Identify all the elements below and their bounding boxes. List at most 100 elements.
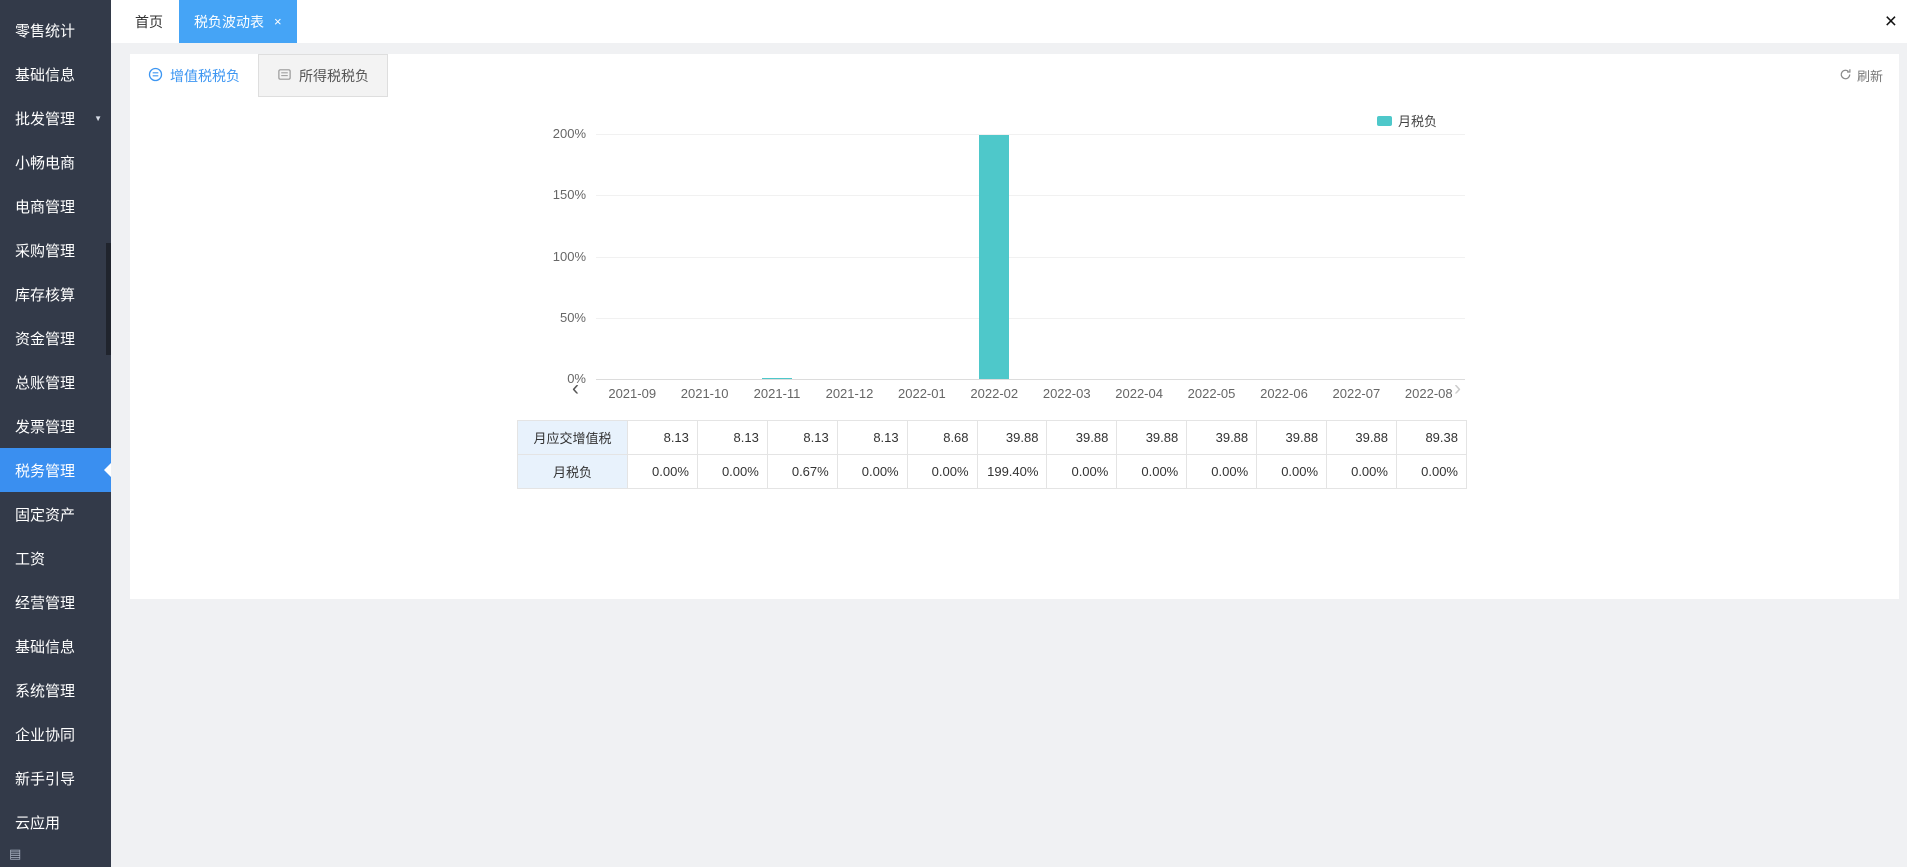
x-axis-tick: 2021-12 <box>825 386 874 401</box>
sidebar-item-label: 电商管理 <box>15 198 76 216</box>
table-cell: 39.88 <box>1256 420 1328 455</box>
sidebar-collapse-icon[interactable]: ▤ <box>9 846 22 861</box>
sidebar-item-label: 发票管理 <box>15 418 76 436</box>
chevron-down-icon: ▼ <box>94 113 102 123</box>
sidebar-scrollbar[interactable] <box>106 0 111 867</box>
sidebar: 零售统计 基础信息 批发管理 ▼ 小畅电商 电商管理 采购管理 库存核算 资金管理 总账管理 发票管… <box>0 0 111 867</box>
chart-prev-icon[interactable]: ‹ <box>572 377 579 400</box>
refresh-icon <box>1839 68 1852 84</box>
tab-home[interactable]: 首页 <box>135 13 163 30</box>
table-cell: 0.00% <box>906 454 978 489</box>
sidebar-item-label: 系统管理 <box>15 682 76 700</box>
y-axis-tick: 200% <box>552 126 586 141</box>
table-cell: 8.13 <box>696 420 768 455</box>
chart-plot: 0% 50% 100% 150% 200% <box>553 126 1465 386</box>
table-cell: 0.00% <box>1326 454 1397 489</box>
gridline <box>596 195 1465 197</box>
content-tab-bar: 增值税税负 所得税税负 刷新 <box>130 54 1899 97</box>
document-icon <box>277 67 292 85</box>
sidebar-item-label: 经营管理 <box>15 594 76 612</box>
x-axis-tick: 2022-06 <box>1260 386 1308 401</box>
table-cell: 0.00% <box>1116 454 1188 489</box>
legend-label: 月税负 <box>1398 114 1438 129</box>
sidebar-item[interactable]: 批发管理 ▼ <box>0 96 111 140</box>
table-cell: 8.13 <box>627 420 698 455</box>
refresh-button[interactable]: 刷新 <box>1839 54 1899 97</box>
sidebar-item-label: 总账管理 <box>15 374 76 392</box>
sidebar-item-label: 新手引导 <box>15 770 76 788</box>
refresh-label: 刷新 <box>1856 69 1883 84</box>
table-cell: 0.00% <box>1046 454 1118 489</box>
y-axis-tick: 50% <box>559 309 586 325</box>
tab-current-label: 税负波动表 <box>194 13 264 30</box>
sidebar-item-label: 工资 <box>15 550 46 568</box>
sidebar-item[interactable]: 工资 <box>0 536 111 580</box>
x-axis-tick: 2022-05 <box>1187 386 1236 401</box>
x-axis-tick: 2022-01 <box>898 386 946 401</box>
tab-label: 所得税税负 <box>299 67 369 84</box>
sidebar-item-label: 税务管理 <box>15 462 76 480</box>
sidebar-item[interactable]: 零售统计 <box>0 8 111 52</box>
table-cell: 199.40% <box>976 454 1048 489</box>
x-axis-tick: 2021-10 <box>680 386 729 401</box>
row-header: 月应交增值税 <box>517 420 628 455</box>
sidebar-item[interactable]: 小畅电商 <box>0 140 111 184</box>
sidebar-item-label: 小畅电商 <box>15 154 76 172</box>
tax-table: 月应交增值税 8.13 8.13 8.13 8.13 8.68 39.88 39.88 39.8… <box>517 420 1468 489</box>
bar[interactable] <box>762 378 793 379</box>
sidebar-item-label: 批发管理 <box>15 110 76 128</box>
table-cell: 0.00% <box>1186 454 1258 489</box>
row-header: 月税负 <box>517 454 628 489</box>
sidebar-item-label: 固定资产 <box>15 506 76 524</box>
table-cell: 0.00% <box>1395 454 1468 489</box>
chart-legend[interactable]: 月税负 <box>1377 111 1437 130</box>
sidebar-item-label: 基础信息 <box>15 66 76 84</box>
x-axis-labels: 2021-09 2021-10 2021-11 2021-12 2022-01 2022-… <box>596 386 1465 404</box>
table-cell: 0.00% <box>627 454 698 489</box>
x-axis-tick: 2022-04 <box>1115 386 1163 401</box>
sidebar-item[interactable]: 总账管理 <box>0 360 111 404</box>
table-cell: 8.13 <box>836 420 908 455</box>
table-cell: 89.38 <box>1395 420 1468 455</box>
table-cell: 0.00% <box>696 454 768 489</box>
sidebar-item[interactable]: 企业协同 <box>0 712 111 756</box>
sidebar-item[interactable]: 新手引导 <box>0 756 111 800</box>
x-axis-tick: 2022-07 <box>1332 386 1381 401</box>
sidebar-item[interactable]: 基础信息 <box>0 624 111 668</box>
tab-close-icon[interactable]: × <box>274 14 282 29</box>
table-cell: 8.13 <box>766 420 838 455</box>
sidebar-item[interactable]: 经营管理 <box>0 580 111 624</box>
window-close-icon[interactable]: × <box>1884 10 1897 33</box>
table-cell: 39.88 <box>1116 420 1188 455</box>
sidebar-item[interactable]: 发票管理 <box>0 404 111 448</box>
x-axis-tick: 2022-03 <box>1042 386 1091 401</box>
x-axis-tick: 2022-08 <box>1404 386 1453 401</box>
legend-swatch <box>1377 115 1392 126</box>
sidebar-menu: 零售统计 基础信息 批发管理 ▼ 小畅电商 电商管理 采购管理 库存核算 资金管理 总账管理 发票管… <box>0 0 111 844</box>
tab-vat-burden[interactable]: 增值税税负 <box>130 54 258 97</box>
sidebar-item[interactable]: 云应用 <box>0 800 111 844</box>
sidebar-item[interactable]: 库存核算 <box>0 272 111 316</box>
tab-tax-fluctuation[interactable]: 税负波动表 × <box>179 0 297 43</box>
tab-income-tax-burden[interactable]: 所得税税负 <box>258 54 388 97</box>
sidebar-item-label: 库存核算 <box>15 286 76 304</box>
sidebar-item[interactable]: 资金管理 <box>0 316 111 360</box>
table-cell: 39.88 <box>976 420 1048 455</box>
sidebar-item[interactable]: 系统管理 <box>0 668 111 712</box>
table-cell: 0.00% <box>1256 454 1328 489</box>
table-cell: 39.88 <box>1046 420 1118 455</box>
y-axis-tick: 150% <box>552 187 586 203</box>
tab-label: 增值税税负 <box>170 67 240 84</box>
sidebar-item[interactable]: 税务管理 <box>0 448 111 492</box>
bar[interactable] <box>979 135 1010 379</box>
sidebar-item[interactable]: 采购管理 <box>0 228 111 272</box>
sidebar-item[interactable]: 电商管理 <box>0 184 111 228</box>
x-axis-tick: 2021-11 <box>753 386 801 401</box>
scrollbar-thumb[interactable] <box>106 243 111 355</box>
x-axis-tick: 2021-09 <box>608 386 657 401</box>
chart-next-icon[interactable]: › <box>1454 377 1461 400</box>
table-cell: 39.88 <box>1186 420 1258 455</box>
sidebar-item[interactable]: 基础信息 <box>0 52 111 96</box>
y-axis-tick: 100% <box>552 248 586 264</box>
sidebar-item[interactable]: 固定资产 <box>0 492 111 536</box>
